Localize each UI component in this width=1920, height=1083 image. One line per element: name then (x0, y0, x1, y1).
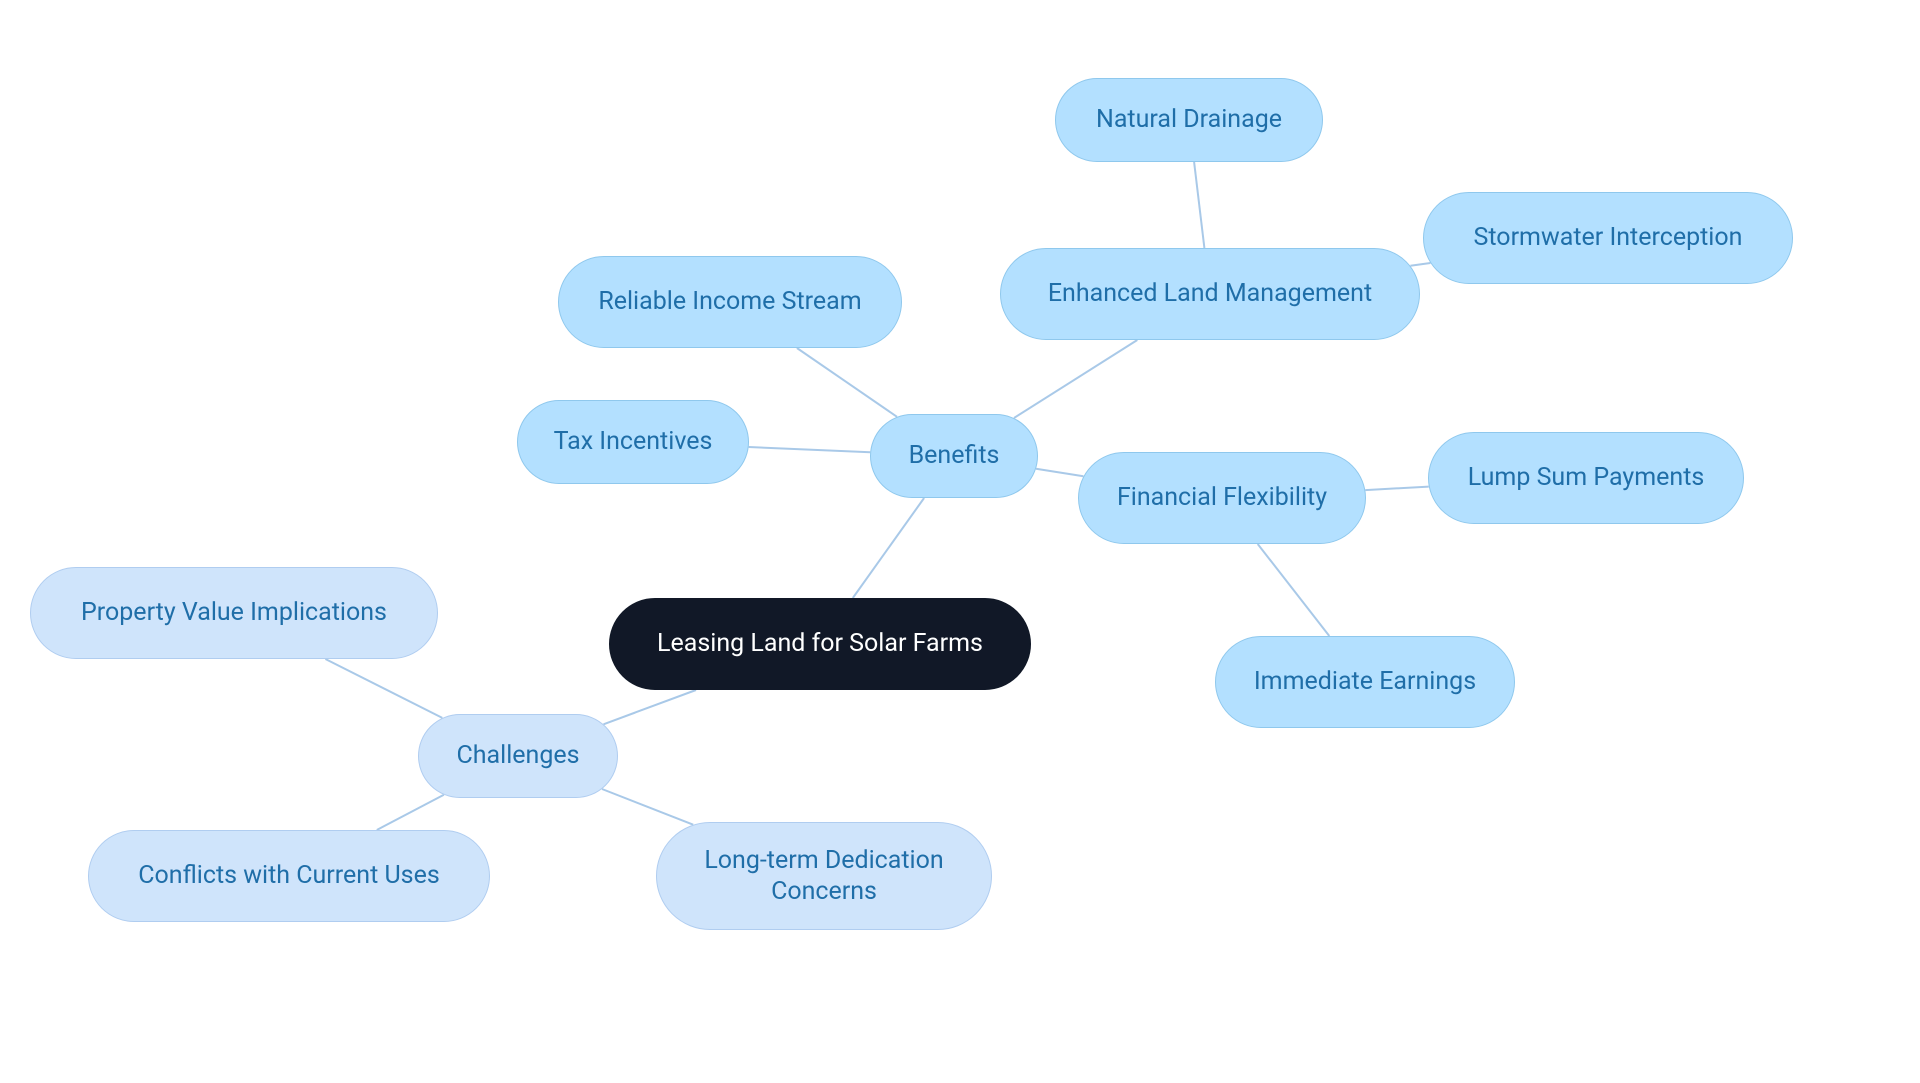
node-benefits: Benefits (870, 414, 1038, 498)
edge (1014, 340, 1137, 418)
edge (853, 498, 924, 598)
node-label: Conflicts with Current Uses (138, 860, 439, 891)
mindmap-canvas: Leasing Land for Solar Farms Benefits Chal… (0, 0, 1920, 1083)
edge (604, 690, 697, 724)
node-label: Financial Flexibility (1117, 482, 1327, 513)
edge (377, 795, 444, 830)
edge (1410, 263, 1430, 266)
edge (1036, 469, 1083, 477)
node-tax-incentives: Tax Incentives (517, 400, 749, 484)
node-financial-flex: Financial Flexibility (1078, 452, 1366, 544)
node-property-value: Property Value Implications (30, 567, 438, 659)
edge (1194, 162, 1204, 248)
node-natural-drainage: Natural Drainage (1055, 78, 1323, 162)
node-conflicts: Conflicts with Current Uses (88, 830, 490, 922)
node-stormwater: Stormwater Interception (1423, 192, 1793, 284)
edge (325, 659, 442, 718)
node-label: Leasing Land for Solar Farms (657, 628, 983, 659)
node-lump-sum: Lump Sum Payments (1428, 432, 1744, 524)
node-enhanced-land-mgmt: Enhanced Land Management (1000, 248, 1420, 340)
node-label: Enhanced Land Management (1048, 278, 1372, 309)
node-label: Property Value Implications (81, 597, 387, 628)
edge (797, 348, 897, 417)
node-challenges: Challenges (418, 714, 618, 798)
node-immediate-earnings: Immediate Earnings (1215, 636, 1515, 728)
node-label: Natural Drainage (1096, 104, 1282, 135)
node-reliable-income: Reliable Income Stream (558, 256, 902, 348)
node-label: Stormwater Interception (1474, 222, 1743, 253)
node-label: Benefits (909, 440, 1000, 471)
node-label: Lump Sum Payments (1468, 462, 1705, 493)
node-root: Leasing Land for Solar Farms (609, 598, 1031, 690)
edge (1365, 487, 1429, 491)
node-label: Immediate Earnings (1254, 666, 1476, 697)
node-label: Challenges (456, 740, 579, 771)
edge (1258, 544, 1330, 636)
edge (602, 789, 693, 825)
node-long-term: Long-term Dedication Concerns (656, 822, 992, 930)
node-label: Reliable Income Stream (598, 286, 861, 317)
edge (749, 447, 871, 452)
node-label: Tax Incentives (554, 426, 713, 457)
node-label: Long-term Dedication Concerns (704, 845, 943, 908)
